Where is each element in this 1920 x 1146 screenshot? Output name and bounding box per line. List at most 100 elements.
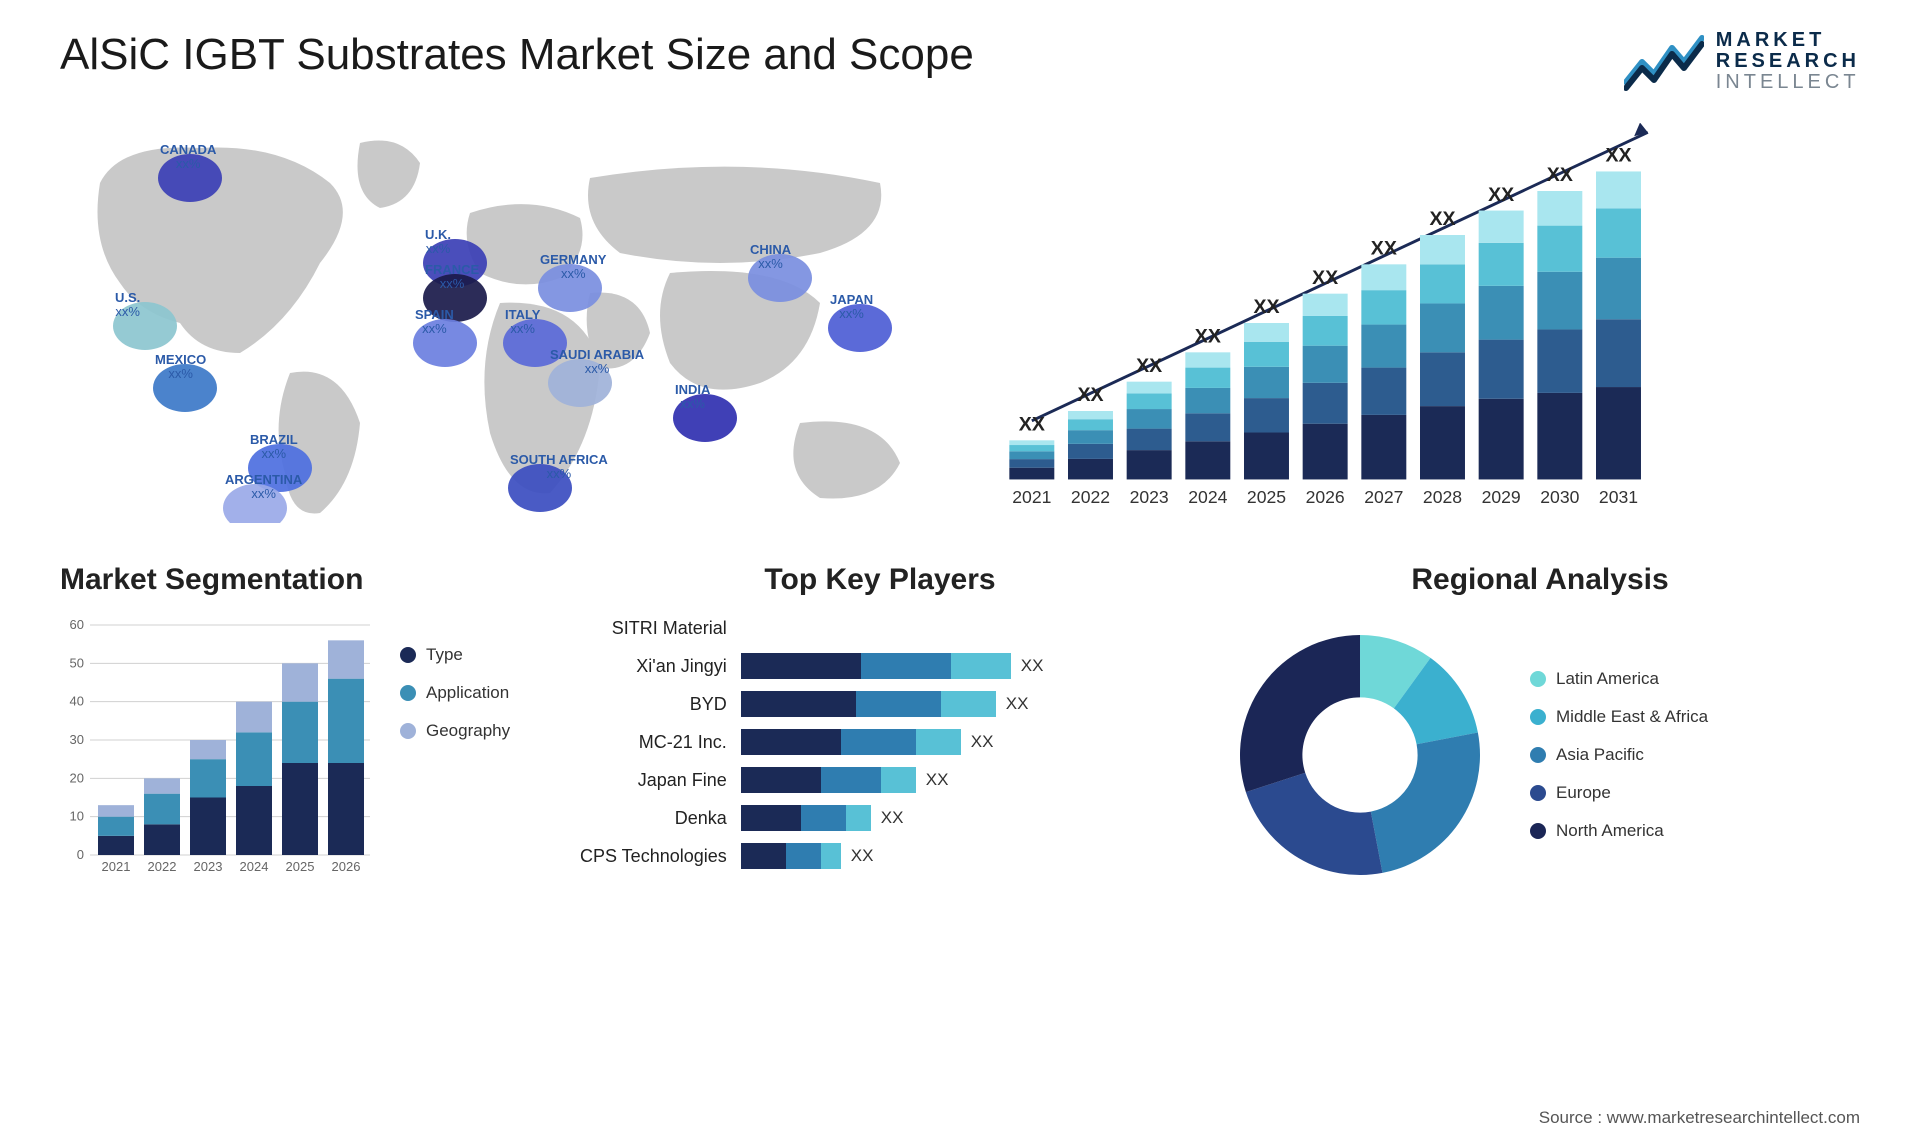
svg-text:XX: XX <box>1429 208 1455 230</box>
logo-text: MARKET RESEARCH INTELLECT <box>1716 30 1860 93</box>
svg-text:XX: XX <box>1488 184 1514 206</box>
legend-item: Asia Pacific <box>1530 745 1708 765</box>
map-label: CANADAxx% <box>160 143 216 172</box>
player-value: XX <box>971 732 994 752</box>
svg-text:2023: 2023 <box>194 859 223 874</box>
svg-text:2025: 2025 <box>1247 487 1286 507</box>
players-panel: Top Key Players SITRI Material Xi'an Jing… <box>580 563 1180 895</box>
players-bars: XX XX XX XX XX XX <box>741 615 1180 881</box>
player-row: XX <box>741 691 1180 717</box>
svg-text:XX: XX <box>1312 267 1338 289</box>
player-label: Japan Fine <box>580 767 727 793</box>
svg-text:XX: XX <box>1136 355 1162 377</box>
legend-item: Geography <box>400 721 510 741</box>
player-value: XX <box>926 770 949 790</box>
svg-text:2024: 2024 <box>1188 487 1227 507</box>
svg-text:2027: 2027 <box>1364 487 1403 507</box>
svg-text:XX: XX <box>1547 164 1573 186</box>
brand-logo: MARKET RESEARCH INTELLECT <box>1624 30 1860 93</box>
svg-text:XX: XX <box>1253 296 1279 318</box>
logo-line1: MARKET <box>1716 30 1860 51</box>
regional-title: Regional Analysis <box>1220 563 1860 597</box>
player-label: SITRI Material <box>580 615 727 641</box>
map-label: ITALYxx% <box>505 308 540 337</box>
map-label: GERMANYxx% <box>540 253 606 282</box>
svg-text:2022: 2022 <box>148 859 177 874</box>
svg-text:XX: XX <box>1195 326 1221 348</box>
growth-chart-panel: XX 2021 XX 2022 XX 2023 XX 2024 XX 2025 XX 2026 XX 20… <box>980 123 1860 523</box>
regional-donut <box>1220 615 1500 895</box>
svg-text:XX: XX <box>1077 384 1103 406</box>
legend-item: North America <box>1530 821 1708 841</box>
svg-text:2021: 2021 <box>1012 487 1051 507</box>
segmentation-chart: 0102030405060202120222023202420252026 <box>60 615 380 875</box>
logo-line2: RESEARCH <box>1716 51 1860 72</box>
player-row: XX <box>741 805 1180 831</box>
source-line: Source : www.marketresearchintellect.com <box>1539 1108 1860 1128</box>
map-label: BRAZILxx% <box>250 433 298 462</box>
map-label: ARGENTINAxx% <box>225 473 302 502</box>
player-label: BYD <box>580 691 727 717</box>
svg-text:2031: 2031 <box>1599 487 1638 507</box>
page-title: AlSiC IGBT Substrates Market Size and Sc… <box>60 30 974 80</box>
player-value: XX <box>1006 694 1029 714</box>
segmentation-legend: Type Application Geography <box>400 615 510 875</box>
svg-text:2026: 2026 <box>1306 487 1345 507</box>
map-label: INDIAxx% <box>675 383 710 412</box>
svg-text:10: 10 <box>70 809 84 824</box>
players-title: Top Key Players <box>580 563 1180 597</box>
segmentation-panel: Market Segmentation 01020304050602021202… <box>60 563 540 895</box>
svg-text:30: 30 <box>70 732 84 747</box>
legend-item: Latin America <box>1530 669 1708 689</box>
svg-text:2024: 2024 <box>240 859 269 874</box>
growth-chart: XX 2021 XX 2022 XX 2023 XX 2024 XX 2025 XX 2026 XX 20… <box>980 123 1860 523</box>
svg-text:2028: 2028 <box>1423 487 1462 507</box>
svg-text:2022: 2022 <box>1071 487 1110 507</box>
top-row: CANADAxx% U.S.xx% MEXICOxx% BRAZILxx% ARGENT… <box>0 113 1920 553</box>
svg-text:2025: 2025 <box>286 859 315 874</box>
svg-text:2030: 2030 <box>1540 487 1579 507</box>
player-label: CPS Technologies <box>580 843 727 869</box>
svg-text:2026: 2026 <box>332 859 361 874</box>
player-row: XX <box>741 729 1180 755</box>
map-label: JAPANxx% <box>830 293 873 322</box>
logo-line3: INTELLECT <box>1716 72 1860 93</box>
svg-text:2021: 2021 <box>102 859 131 874</box>
svg-text:2029: 2029 <box>1482 487 1521 507</box>
legend-item: Middle East & Africa <box>1530 707 1708 727</box>
svg-text:50: 50 <box>70 655 84 670</box>
players-labels: SITRI Material Xi'an Jingyi BYD MC-21 Inc. J… <box>580 615 741 881</box>
map-label: SAUDI ARABIAxx% <box>550 348 644 377</box>
player-value: XX <box>881 808 904 828</box>
map-label: MEXICOxx% <box>155 353 206 382</box>
player-value: XX <box>851 846 874 866</box>
svg-text:2023: 2023 <box>1130 487 1169 507</box>
player-label: Xi'an Jingyi <box>580 653 727 679</box>
player-label: MC-21 Inc. <box>580 729 727 755</box>
player-row <box>741 615 1180 641</box>
player-row: XX <box>741 653 1180 679</box>
player-row: XX <box>741 843 1180 869</box>
map-label: U.K.xx% <box>425 228 451 257</box>
world-map <box>60 123 940 523</box>
legend-item: Type <box>400 645 510 665</box>
header: AlSiC IGBT Substrates Market Size and Sc… <box>0 0 1920 113</box>
regional-legend: Latin America Middle East & Africa Asia Pa… <box>1530 669 1708 841</box>
svg-text:XX: XX <box>1371 238 1397 260</box>
svg-text:20: 20 <box>70 770 84 785</box>
segmentation-title: Market Segmentation <box>60 563 540 597</box>
player-value: XX <box>1021 656 1044 676</box>
player-label: Denka <box>580 805 727 831</box>
bottom-row: Market Segmentation 01020304050602021202… <box>0 553 1920 895</box>
legend-item: Europe <box>1530 783 1708 803</box>
map-label: U.S.xx% <box>115 291 140 320</box>
svg-text:60: 60 <box>70 617 84 632</box>
svg-text:XX: XX <box>1019 414 1045 436</box>
svg-text:XX: XX <box>1605 145 1631 167</box>
map-label: CHINAxx% <box>750 243 791 272</box>
world-map-panel: CANADAxx% U.S.xx% MEXICOxx% BRAZILxx% ARGENT… <box>60 123 940 523</box>
regional-panel: Regional Analysis Latin America Middle Ea… <box>1220 563 1860 895</box>
legend-item: Application <box>400 683 510 703</box>
logo-icon <box>1624 32 1704 92</box>
map-label: SPAINxx% <box>415 308 454 337</box>
